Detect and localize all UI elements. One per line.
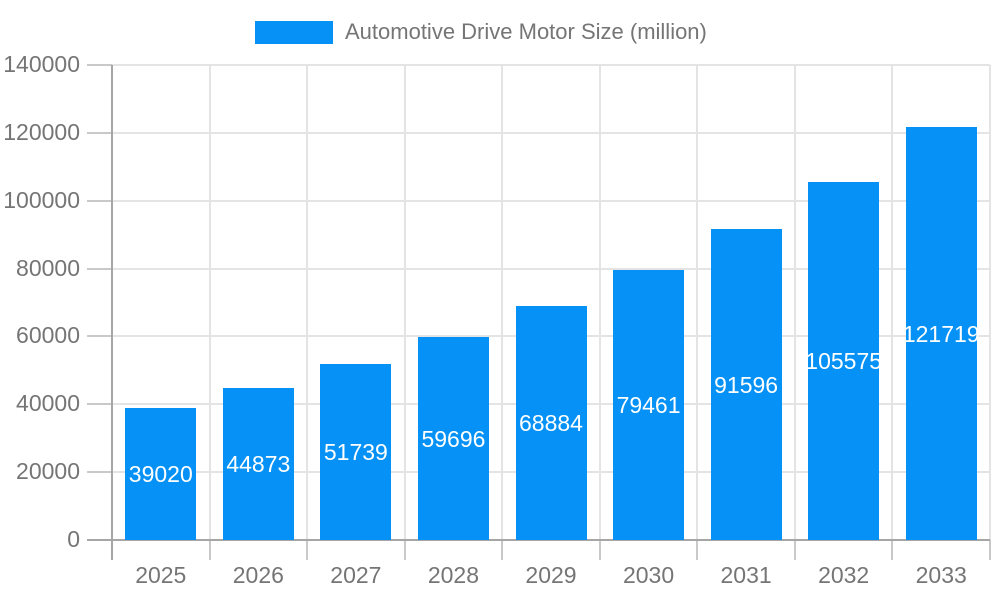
x-axis-label: 2029 (525, 562, 577, 588)
x-axis-label: 2027 (330, 562, 382, 588)
x-gridline (989, 65, 991, 540)
x-gridline (891, 65, 894, 540)
x-tick (403, 540, 406, 560)
x-gridline (306, 65, 309, 540)
bar-value-label: 59696 (421, 425, 486, 452)
bar-2032 (808, 181, 880, 540)
x-tick (208, 540, 211, 560)
x-gridline (793, 65, 796, 540)
y-gridline (112, 267, 990, 270)
y-gridline (112, 131, 990, 134)
x-axis-line (87, 539, 990, 541)
x-tick (306, 540, 309, 560)
y-axis-line (111, 65, 113, 560)
bar-value-label: 44873 (226, 450, 291, 477)
bar-value-label: 68884 (519, 410, 583, 437)
y-axis-label: 100000 (3, 186, 80, 213)
x-gridline (598, 65, 601, 540)
y-gridline (112, 64, 990, 66)
x-gridline (403, 65, 406, 540)
bar-2031 (710, 229, 782, 540)
bar-value-label: 91596 (714, 371, 779, 398)
x-axis-label: 2032 (818, 562, 870, 588)
legend-swatch (255, 20, 333, 44)
x-tick (501, 540, 504, 560)
y-gridline (112, 199, 990, 202)
y-tick (87, 131, 112, 134)
y-axis-label: 0 (67, 526, 80, 552)
bar-2028 (417, 337, 489, 540)
x-tick (989, 540, 991, 560)
bar-value-label: 105575 (805, 347, 883, 374)
x-axis-label: 2030 (622, 562, 675, 588)
chart-legend: Automotive Drive Motor Size (million) (255, 19, 707, 44)
y-axis-label: 120000 (3, 118, 80, 145)
bar-2025 (125, 407, 197, 540)
x-axis-label: 2033 (915, 562, 967, 588)
x-tick (696, 540, 699, 560)
y-tick (87, 267, 112, 270)
x-gridline (501, 65, 504, 540)
x-tick (793, 540, 796, 560)
bar-value-label: 79461 (616, 392, 681, 419)
bar-2027 (320, 364, 392, 540)
y-axis-label: 80000 (16, 254, 80, 281)
bar-2033 (905, 127, 977, 540)
bar-value-label: 51739 (323, 439, 388, 466)
x-gridline (208, 65, 211, 540)
y-tick (87, 199, 112, 202)
x-gridline (696, 65, 699, 540)
y-tick (87, 403, 112, 406)
x-tick (891, 540, 894, 560)
x-axis-label: 2031 (720, 562, 772, 588)
x-axis-label: 2028 (427, 562, 480, 588)
x-tick (598, 540, 601, 560)
y-axis-label: 20000 (16, 458, 80, 485)
y-tick (87, 335, 112, 338)
y-tick (87, 64, 112, 66)
y-axis-label: 40000 (16, 390, 80, 417)
x-axis-label: 2026 (232, 562, 284, 588)
y-axis-label: 140000 (3, 51, 80, 77)
chart-title: Automotive Drive Motor Size (million) (345, 19, 707, 44)
y-tick (87, 471, 112, 474)
bar-2030 (613, 270, 685, 540)
x-axis-label: 2025 (135, 562, 187, 588)
bar-2029 (515, 306, 587, 540)
bar-value-label: 39020 (128, 460, 193, 487)
y-axis-label: 60000 (16, 322, 80, 349)
bar-value-label: 121719 (902, 320, 980, 347)
bar-2026 (222, 387, 294, 540)
